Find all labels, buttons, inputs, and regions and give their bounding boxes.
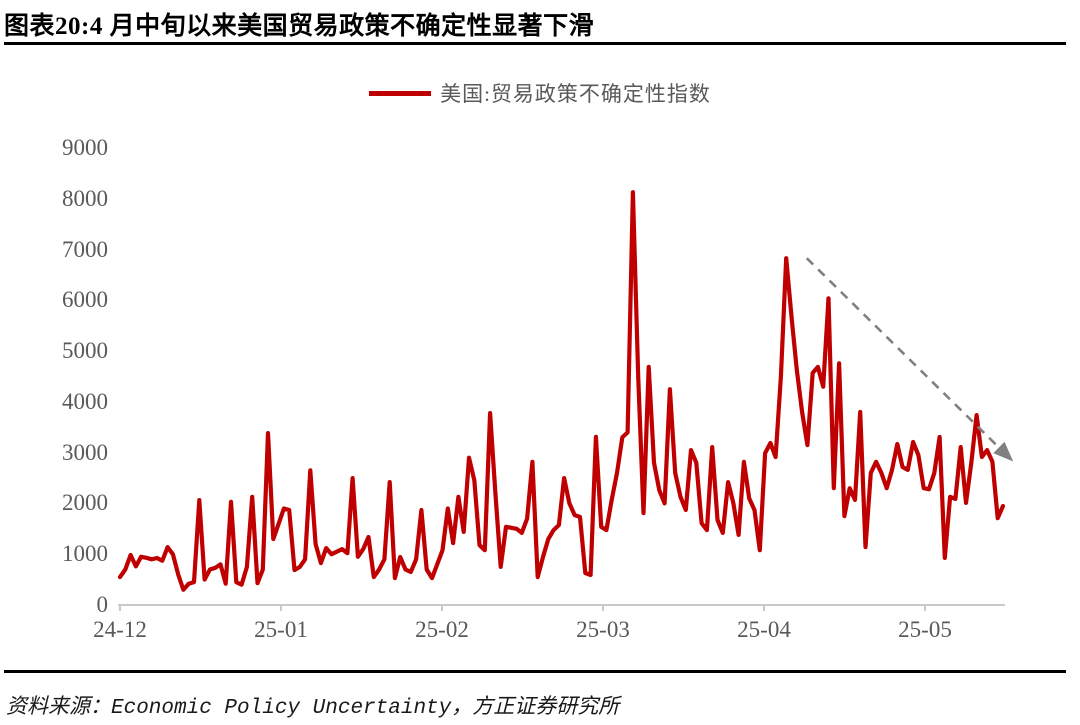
chart-legend: 美国:贸易政策不确定性指数 xyxy=(0,78,1080,108)
y-tick-label: 6000 xyxy=(62,287,108,313)
series-line xyxy=(117,190,1006,592)
y-tick-label: 0 xyxy=(96,592,109,617)
source-note: 资料来源：Economic Policy Uncertainty，方正证券研究所 xyxy=(6,697,620,720)
y-tick-label: 7000 xyxy=(62,236,108,262)
y-tick-label: 5000 xyxy=(62,338,108,364)
y-tick-label: 2000 xyxy=(62,490,108,516)
y-tick-label: 1000 xyxy=(62,541,108,567)
chart-title: 图表20:4 月中旬以来美国贸易政策不确定性显著下滑 xyxy=(4,13,595,40)
x-tick-label: 25-03 xyxy=(576,617,630,642)
footer-rule xyxy=(4,670,1066,673)
y-tick-label: 4000 xyxy=(62,388,108,414)
x-tick-label: 25-01 xyxy=(254,617,308,642)
title-rule xyxy=(4,42,1066,45)
legend-line-marker xyxy=(369,90,432,96)
x-tick-label: 25-02 xyxy=(415,617,469,642)
x-tick-label: 25-05 xyxy=(898,617,952,642)
y-tick-label: 9000 xyxy=(62,135,108,160)
y-tick-label: 8000 xyxy=(62,185,108,211)
x-tick-label: 25-04 xyxy=(737,617,791,642)
legend-label: 美国:贸易政策不确定性指数 xyxy=(440,82,711,106)
trend-arrowhead xyxy=(993,441,1014,462)
x-tick-label: 24-12 xyxy=(93,617,147,642)
y-tick-label: 3000 xyxy=(62,439,108,465)
